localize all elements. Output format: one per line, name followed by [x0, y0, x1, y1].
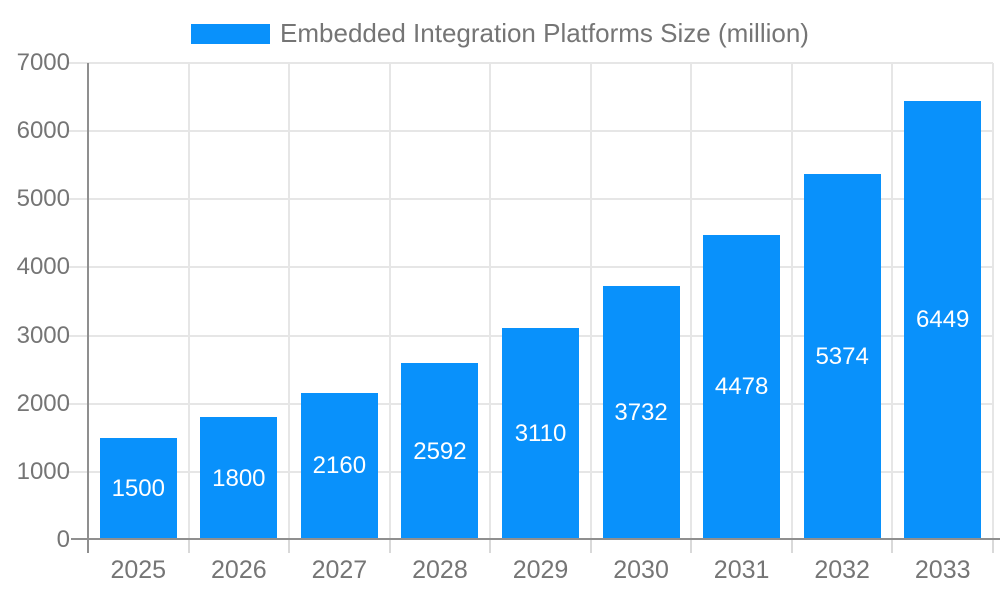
bar[interactable]: 6449	[904, 100, 982, 540]
x-axis-tick	[187, 540, 190, 553]
bar-value-label: 2592	[413, 437, 467, 465]
x-tick-label: 2031	[713, 556, 770, 584]
y-tick-label: 0	[56, 526, 70, 553]
plot-area: 0 1000 2000 3000 4000 5000 6000 7000 1500 1800 216…	[17, 50, 1000, 583]
y-tick-label: 4000	[16, 253, 70, 281]
x-axis-tick	[489, 540, 492, 553]
x-axis-tick	[992, 540, 994, 553]
x-axis-tick	[690, 540, 693, 553]
x-tick-label: 2033	[914, 556, 971, 584]
bar[interactable]: 3732	[602, 285, 680, 540]
bar-value-label: 1500	[111, 474, 165, 502]
x-tick-label: 2030	[613, 556, 669, 584]
legend-swatch-icon	[191, 23, 271, 44]
x-tick-label: 2032	[814, 556, 870, 584]
gridline-vertical	[589, 63, 592, 540]
gridline-vertical	[388, 63, 391, 540]
bar-value-label: 1800	[212, 464, 266, 492]
legend: Embedded Integration Platforms Size (mil…	[0, 18, 1000, 49]
bar[interactable]: 5374	[803, 173, 881, 540]
gridline-horizontal	[68, 130, 993, 133]
bar-value-label: 2160	[312, 452, 367, 480]
y-tick-label: 7000	[16, 49, 70, 76]
x-axis-tick	[589, 540, 592, 553]
x-tick-label: 2025	[110, 556, 167, 584]
y-tick-label: 5000	[16, 185, 70, 213]
gridline-vertical	[187, 63, 190, 540]
x-tick-label: 2027	[311, 556, 368, 584]
legend-item[interactable]: Embedded Integration Platforms Size (mil…	[191, 18, 809, 49]
x-axis-line	[71, 538, 1000, 540]
bar[interactable]: 1800	[200, 417, 278, 540]
bar[interactable]: 3110	[502, 328, 579, 540]
bar[interactable]: 1500	[99, 437, 177, 540]
gridline-vertical	[790, 63, 793, 540]
bar[interactable]: 4478	[703, 234, 781, 540]
gridline-vertical	[891, 63, 894, 540]
x-tick-label: 2028	[412, 556, 468, 584]
bar[interactable]: 2592	[401, 363, 479, 540]
bar-value-label: 6449	[916, 306, 970, 334]
gridline-horizontal	[68, 198, 993, 201]
x-axis-tick	[891, 540, 894, 553]
y-axis-line	[87, 63, 89, 553]
x-tick-label: 2029	[512, 556, 569, 584]
bar[interactable]: 2160	[300, 392, 378, 540]
y-tick-label: 3000	[16, 321, 70, 349]
gridline-vertical	[489, 63, 492, 540]
bar-value-label: 4478	[714, 373, 769, 401]
y-tick-label: 6000	[16, 117, 70, 145]
x-axis-tick	[790, 540, 793, 553]
x-tick-label: 2026	[211, 556, 267, 584]
gridline-vertical	[992, 63, 994, 540]
gridline-horizontal	[68, 266, 993, 269]
gridline-vertical	[288, 63, 291, 540]
gridline-vertical	[690, 63, 693, 540]
gridline-horizontal	[68, 62, 993, 64]
x-axis-tick	[388, 540, 391, 553]
bar-value-label: 5374	[815, 342, 869, 370]
bar-value-label: 3110	[514, 420, 567, 448]
y-tick-label: 2000	[16, 389, 70, 417]
bar-value-label: 3732	[614, 398, 668, 426]
y-tick-label: 1000	[16, 457, 70, 485]
x-axis-tick	[288, 540, 291, 553]
legend-label: Embedded Integration Platforms Size (mil…	[280, 18, 809, 48]
